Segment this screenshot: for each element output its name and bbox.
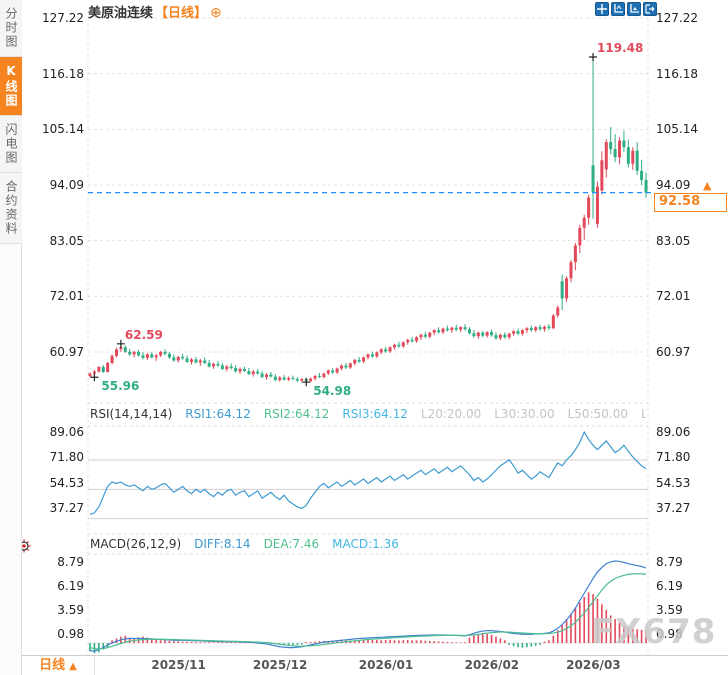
y-axis-label: 94.09 [656,178,691,193]
add-indicator-icon[interactable]: ⊕ [210,5,222,21]
indicator-value-label: MACD(26,12,9) [90,537,182,551]
y-axis-label: 60.97 [49,345,84,359]
sidebar: 分时图 K线图 闪电图 合约资料 [0,0,22,675]
y-axis-label: 6.19 [57,578,84,593]
y-axis-label: 3.59 [656,602,683,617]
sidebar-tab-kline-chart[interactable]: K线图 [0,57,22,116]
bottom-bar: 日线 ▲ 2025/11 2025/12 2026/01 2026/02 2026/03 [0,655,728,675]
indicator-value-label: RSI(14,14,14) [90,407,173,421]
y-axis-label: 54.53 [656,475,691,490]
chart-toolbar [595,2,657,16]
price-annotation: 62.59 [124,327,163,342]
indicator-value-label: RSI1:64.12 [185,407,251,421]
period-label: 【日线】 [155,6,208,21]
last-price-tag: 92.58 [654,193,727,212]
y-axis-label: 83.05 [49,233,84,248]
y-axis-label: 0.98 [57,626,84,641]
y-axis-label: 0.98 [656,626,683,641]
x-axis-label: 2026/01 [358,658,414,672]
y-axis-label: 60.97 [656,345,691,359]
indicator-value-label: L70:7 [640,407,646,421]
scale-axes-icon[interactable] [611,2,625,16]
y-axis-label: 71.80 [49,450,84,465]
chart-header: 美原油连续 【日线】 ⊕ [88,2,222,21]
y-axis-label: 105.14 [656,122,698,137]
indicator-value-label: DIFF:8.14 [194,537,251,551]
y-axis-label: 8.79 [57,555,84,569]
macd-header: MACD(26,12,9) DIFF:8.14 DEA:7.46 MACD:1.36 [90,537,646,551]
timeframe-selector[interactable]: 日线 ▲ [22,656,95,675]
price-annotation: 119.48 [597,41,644,56]
timeframe-arrow-icon: ▲ [69,661,77,672]
sidebar-tab-lightning-chart[interactable]: 闪电图 [0,116,22,173]
timeframe-label: 日线 [39,658,66,673]
y-axis-label: 3.59 [57,602,84,617]
x-axis-label: 2025/11 [151,658,206,672]
y-axis-label: 83.05 [656,233,691,248]
y-axis-label: 116.18 [42,66,84,81]
y-axis-label: 72.01 [49,289,84,304]
price-annotation: 54.98 [313,384,352,399]
rsi-header: RSI(14,14,14) RSI1:64.12 RSI2:64.12 RSI3:64… [90,407,646,421]
sidebar-tab-time-chart[interactable]: 分时图 [0,0,22,57]
watermark: FX678 [591,612,717,652]
y-axis-label: 8.79 [656,555,683,569]
y-axis-label: 94.09 [49,178,84,193]
y-axis-label: 89.06 [656,425,691,439]
indicator-value-label: RSI2:64.12 [263,407,330,421]
scale-time-icon[interactable] [627,2,641,16]
y-axis-label: 72.01 [656,289,691,304]
y-axis-label: 71.80 [656,450,691,465]
crosshair-icon[interactable] [595,2,609,16]
price-up-arrow-icon: ▲ [703,179,712,192]
indicator-value-label: MACD:1.36 [332,537,399,551]
y-axis-label: 37.27 [49,501,84,515]
indicator-value-label: RSI3:64.12 [342,407,408,421]
last-price-value: 92.58 [659,194,701,209]
y-axis-label: 37.27 [656,501,691,515]
instrument-title: 美原油连续 [88,6,154,21]
y-axis-label: 127.22 [42,11,84,25]
x-axis-label: 2026/02 [464,658,520,672]
y-axis-label: 89.06 [49,425,84,439]
y-axis-label: 6.19 [656,578,683,593]
indicator-value-label: L30:30.00 [494,407,555,421]
y-axis-label: 54.53 [49,475,84,490]
x-axis-label: 2026/03 [566,658,621,672]
indicator-value-label: L50:50.00 [567,407,628,421]
collapse-right-icon[interactable] [643,2,657,16]
y-axis-label: 116.18 [656,66,698,81]
price-annotation: 55.96 [101,379,140,394]
indicator-value-label: L20:20.00 [420,407,482,421]
y-axis-label: 127.22 [656,11,698,25]
indicator-value-label: DEA:7.46 [263,537,320,551]
x-axis-label: 2025/12 [252,658,308,672]
y-axis-label: 105.14 [42,122,84,137]
sidebar-tab-contract-info[interactable]: 合约资料 [0,173,22,244]
